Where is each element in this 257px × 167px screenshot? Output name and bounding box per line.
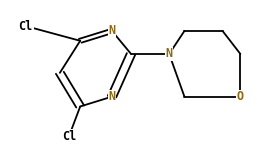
Text: Cl: Cl: [62, 130, 76, 143]
Text: N: N: [166, 47, 173, 60]
Text: N: N: [108, 24, 116, 37]
Text: Cl: Cl: [19, 20, 33, 33]
Text: O: O: [237, 90, 244, 103]
Text: N: N: [108, 90, 116, 103]
